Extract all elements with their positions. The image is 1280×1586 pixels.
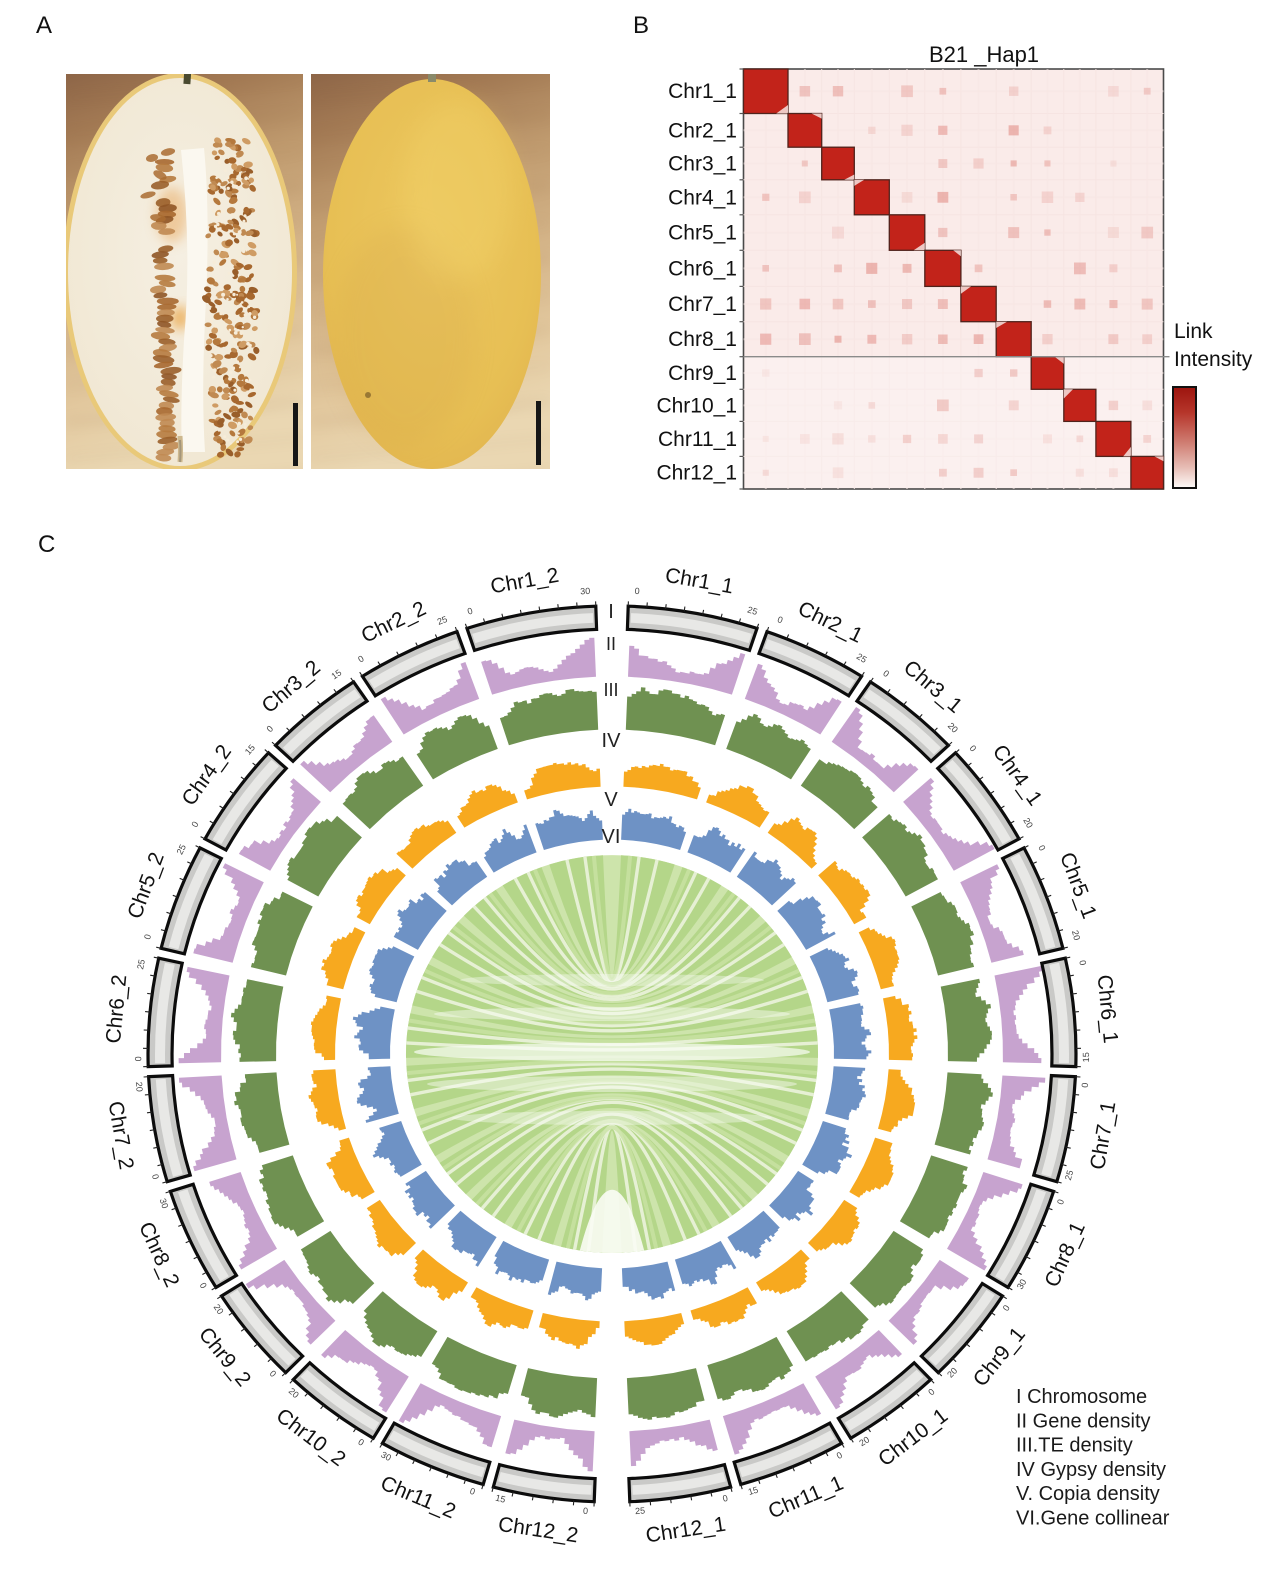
svg-text:Chr5_1: Chr5_1 bbox=[1055, 849, 1101, 922]
svg-text:IV: IV bbox=[602, 730, 622, 752]
svg-text:Chr12_1: Chr12_1 bbox=[656, 462, 737, 485]
svg-text:Chr2_1: Chr2_1 bbox=[794, 597, 866, 648]
svg-text:Intensity: Intensity bbox=[1174, 348, 1253, 371]
svg-text:25: 25 bbox=[855, 651, 869, 665]
svg-text:30: 30 bbox=[580, 586, 591, 597]
svg-text:Chr11_1: Chr11_1 bbox=[658, 428, 737, 451]
svg-text:20: 20 bbox=[857, 1434, 871, 1448]
svg-text:20: 20 bbox=[1021, 816, 1035, 830]
svg-text:Chr4_1: Chr4_1 bbox=[988, 741, 1047, 810]
svg-text:15: 15 bbox=[747, 1485, 760, 1498]
svg-text:Chr6_1: Chr6_1 bbox=[668, 257, 737, 280]
svg-text:0: 0 bbox=[356, 1437, 366, 1448]
svg-text:0: 0 bbox=[722, 1493, 729, 1504]
svg-text:25: 25 bbox=[436, 614, 449, 627]
svg-text:Chr5_2: Chr5_2 bbox=[123, 849, 169, 922]
svg-text:Chr12_1: Chr12_1 bbox=[644, 1513, 727, 1548]
svg-text:VI: VI bbox=[602, 826, 621, 848]
svg-text:V: V bbox=[604, 789, 618, 811]
svg-text:0: 0 bbox=[198, 1281, 209, 1290]
svg-text:Chr10_1: Chr10_1 bbox=[656, 394, 737, 417]
svg-text:0: 0 bbox=[634, 586, 640, 596]
svg-text:0: 0 bbox=[150, 1173, 161, 1181]
svg-text:Chr9_1: Chr9_1 bbox=[668, 362, 737, 385]
svg-text:30: 30 bbox=[1015, 1277, 1029, 1291]
svg-text:Chr4_1: Chr4_1 bbox=[668, 186, 737, 209]
svg-text:II Gene density: II Gene density bbox=[1016, 1410, 1151, 1432]
svg-text:20: 20 bbox=[287, 1386, 301, 1400]
svg-text:Chr1_1: Chr1_1 bbox=[663, 564, 735, 599]
svg-text:III.TE density: III.TE density bbox=[1016, 1435, 1133, 1457]
svg-text:0: 0 bbox=[926, 1387, 936, 1398]
svg-text:Chr1_1: Chr1_1 bbox=[668, 80, 737, 103]
svg-text:0: 0 bbox=[583, 1506, 589, 1516]
svg-text:15: 15 bbox=[243, 743, 257, 757]
svg-text:IV Gypsy density: IV Gypsy density bbox=[1016, 1459, 1166, 1481]
svg-text:0: 0 bbox=[1001, 1303, 1012, 1313]
svg-text:Chr8_1: Chr8_1 bbox=[1040, 1219, 1090, 1291]
svg-text:0: 0 bbox=[133, 1056, 143, 1061]
svg-text:I Chromosome: I Chromosome bbox=[1016, 1386, 1147, 1408]
svg-text:Link: Link bbox=[1174, 320, 1213, 343]
svg-text:Chr4_2: Chr4_2 bbox=[177, 741, 236, 810]
svg-text:0: 0 bbox=[968, 743, 979, 753]
svg-text:Chr2_2: Chr2_2 bbox=[358, 597, 430, 648]
svg-text:0: 0 bbox=[1080, 1082, 1090, 1088]
svg-text:Chr9_1: Chr9_1 bbox=[969, 1323, 1030, 1391]
svg-text:Chr7_1: Chr7_1 bbox=[668, 293, 737, 316]
svg-text:0: 0 bbox=[1036, 843, 1047, 852]
svg-text:VI.Gene collinear: VI.Gene collinear bbox=[1016, 1508, 1170, 1530]
svg-text:II: II bbox=[606, 634, 616, 654]
svg-text:30: 30 bbox=[158, 1197, 171, 1210]
svg-text:25: 25 bbox=[135, 959, 147, 971]
svg-text:25: 25 bbox=[635, 1506, 646, 1517]
svg-text:0: 0 bbox=[142, 933, 153, 940]
svg-text:0: 0 bbox=[835, 1450, 844, 1461]
svg-text:Chr11_2: Chr11_2 bbox=[377, 1471, 459, 1523]
svg-text:0: 0 bbox=[469, 1486, 477, 1497]
svg-text:Chr1_2: Chr1_2 bbox=[489, 564, 561, 599]
svg-text:Chr11_1: Chr11_1 bbox=[765, 1471, 847, 1523]
svg-text:0: 0 bbox=[776, 614, 784, 625]
svg-text:Chr8_2: Chr8_2 bbox=[134, 1219, 184, 1291]
svg-text:20: 20 bbox=[212, 1302, 226, 1316]
svg-text:15: 15 bbox=[1081, 1052, 1091, 1062]
svg-text:15: 15 bbox=[494, 1493, 506, 1505]
svg-text:0: 0 bbox=[466, 606, 474, 617]
svg-text:Chr6_1: Chr6_1 bbox=[1093, 974, 1122, 1045]
svg-text:25: 25 bbox=[746, 604, 759, 616]
svg-text:20: 20 bbox=[134, 1081, 145, 1092]
svg-text:0: 0 bbox=[1055, 1198, 1066, 1206]
svg-text:Chr7_1: Chr7_1 bbox=[1086, 1099, 1120, 1171]
svg-text:V. Copia density: V. Copia density bbox=[1016, 1483, 1160, 1505]
svg-text:Chr7_2: Chr7_2 bbox=[104, 1099, 138, 1171]
svg-text:0: 0 bbox=[1077, 959, 1088, 966]
svg-text:Chr3_1: Chr3_1 bbox=[668, 153, 737, 176]
svg-text:0: 0 bbox=[189, 820, 200, 829]
svg-text:Chr6_2: Chr6_2 bbox=[102, 974, 131, 1045]
svg-text:0: 0 bbox=[265, 724, 276, 735]
svg-text:Chr2_1: Chr2_1 bbox=[668, 119, 737, 142]
svg-text:25: 25 bbox=[175, 843, 188, 856]
svg-text:15: 15 bbox=[329, 667, 343, 681]
svg-text:Chr9_2: Chr9_2 bbox=[194, 1323, 255, 1391]
svg-text:Chr5_1: Chr5_1 bbox=[668, 222, 737, 245]
svg-text:0: 0 bbox=[268, 1368, 279, 1379]
svg-text:A: A bbox=[36, 12, 52, 39]
svg-text:0: 0 bbox=[356, 653, 366, 664]
svg-text:I: I bbox=[608, 601, 614, 623]
svg-text:B: B bbox=[633, 12, 649, 39]
svg-text:25: 25 bbox=[1063, 1169, 1075, 1181]
svg-text:0: 0 bbox=[881, 668, 891, 679]
svg-text:III: III bbox=[603, 680, 618, 700]
svg-text:20: 20 bbox=[1070, 929, 1082, 941]
svg-text:30: 30 bbox=[379, 1449, 393, 1463]
svg-text:C: C bbox=[38, 531, 55, 558]
svg-text:Chr8_1: Chr8_1 bbox=[668, 328, 737, 351]
svg-text:20: 20 bbox=[946, 721, 960, 735]
svg-text:B21 _Hap1: B21 _Hap1 bbox=[929, 42, 1039, 67]
svg-text:20: 20 bbox=[945, 1366, 959, 1380]
svg-text:Chr12_2: Chr12_2 bbox=[497, 1513, 580, 1548]
